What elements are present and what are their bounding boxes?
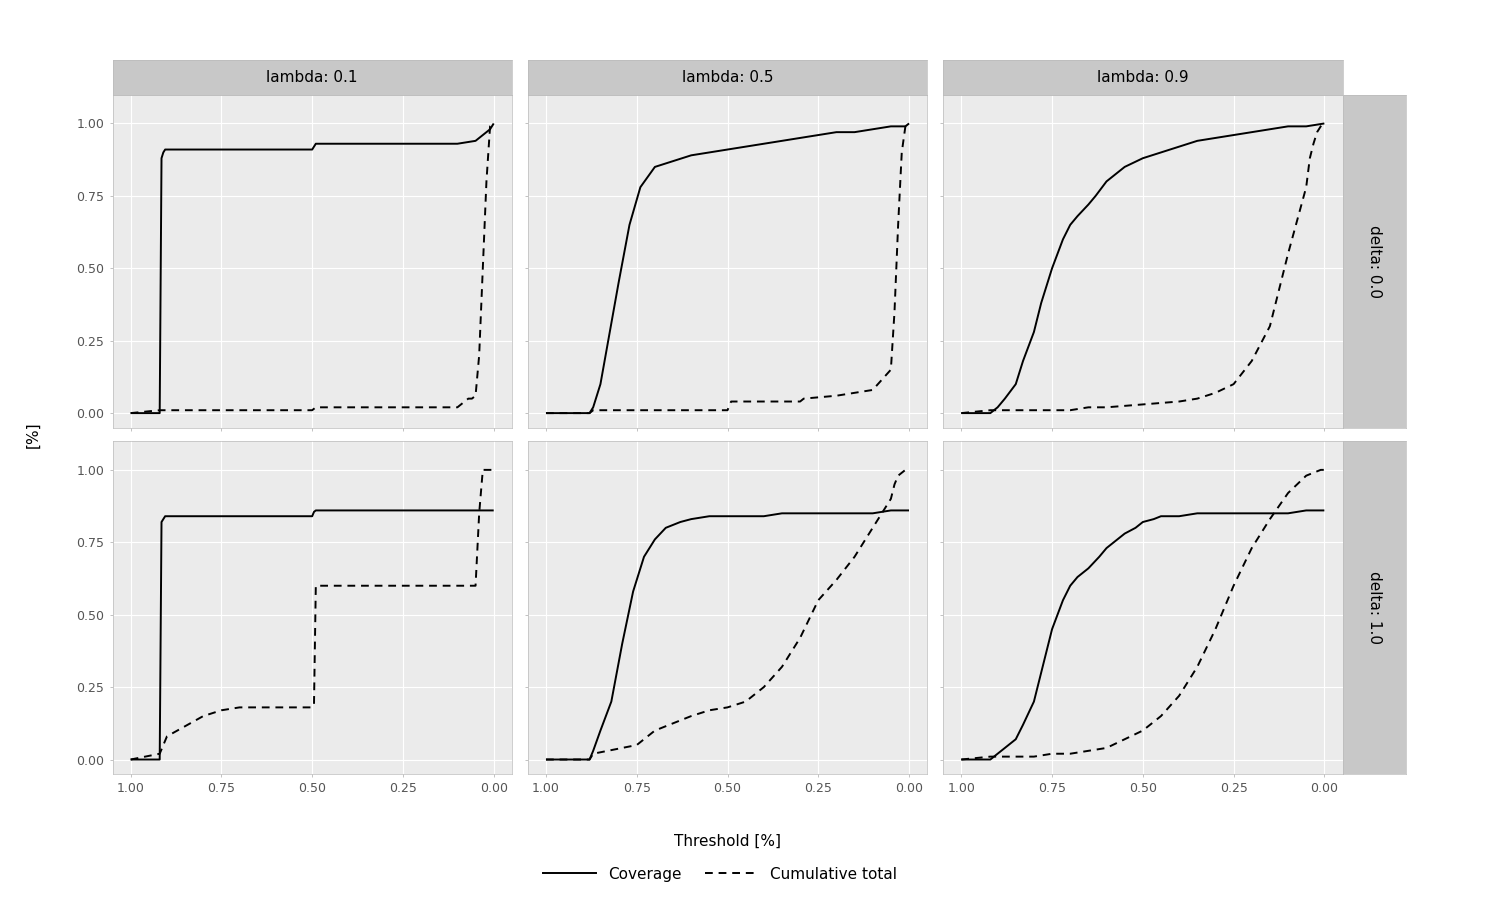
Text: delta: 0.0: delta: 0.0 — [1366, 224, 1382, 298]
Text: delta: 1.0: delta: 1.0 — [1366, 571, 1382, 644]
Text: lambda: 0.5: lambda: 0.5 — [681, 70, 774, 85]
Text: lambda: 0.1: lambda: 0.1 — [267, 70, 358, 85]
Text: Threshold [%]: Threshold [%] — [674, 834, 782, 849]
Text: [%]: [%] — [26, 421, 40, 447]
Text: lambda: 0.9: lambda: 0.9 — [1096, 70, 1188, 85]
Legend: Coverage, Cumulative total: Coverage, Cumulative total — [537, 860, 903, 888]
